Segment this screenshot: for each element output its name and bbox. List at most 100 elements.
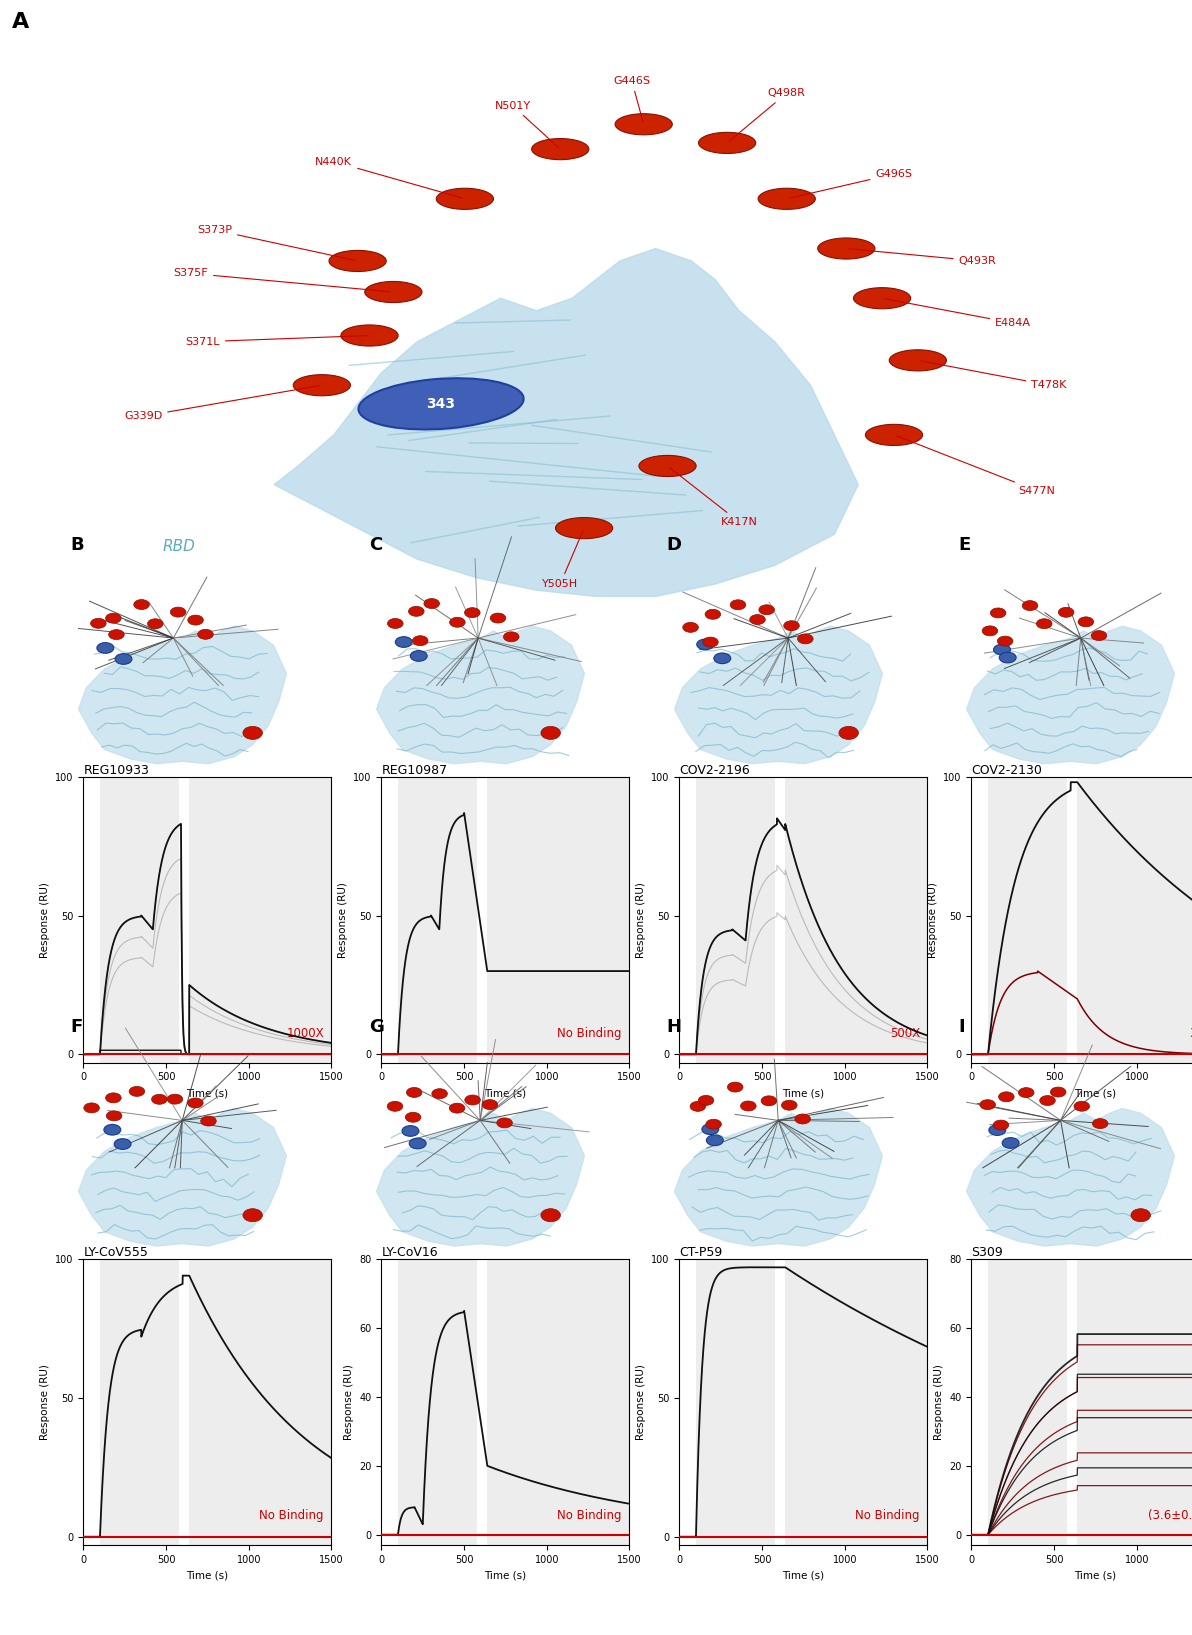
Y-axis label: Response (RU): Response (RU): [39, 881, 50, 958]
Y-axis label: Response (RU): Response (RU): [635, 881, 646, 958]
Ellipse shape: [993, 1120, 1008, 1130]
Ellipse shape: [1074, 1102, 1089, 1112]
Ellipse shape: [707, 1135, 724, 1146]
Text: No Binding: No Binding: [856, 1509, 920, 1522]
X-axis label: Time (s): Time (s): [186, 1570, 229, 1581]
Text: I: I: [958, 1019, 966, 1037]
Ellipse shape: [762, 1095, 777, 1105]
Text: Y505H: Y505H: [542, 531, 583, 589]
Ellipse shape: [151, 1094, 167, 1104]
Ellipse shape: [541, 726, 560, 739]
Ellipse shape: [999, 652, 1016, 662]
Ellipse shape: [387, 1102, 403, 1112]
Ellipse shape: [243, 1208, 262, 1221]
Ellipse shape: [106, 613, 122, 623]
Ellipse shape: [97, 643, 113, 654]
Text: C: C: [368, 536, 381, 554]
Ellipse shape: [104, 1125, 120, 1135]
Ellipse shape: [818, 239, 875, 258]
Ellipse shape: [497, 1118, 513, 1128]
Ellipse shape: [697, 639, 714, 649]
Text: E484A: E484A: [884, 299, 1031, 329]
Ellipse shape: [783, 621, 800, 631]
Text: D: D: [666, 536, 682, 554]
Ellipse shape: [409, 1138, 426, 1149]
X-axis label: Time (s): Time (s): [186, 1087, 229, 1099]
Ellipse shape: [1050, 1087, 1066, 1097]
Y-axis label: Response (RU): Response (RU): [343, 1364, 354, 1440]
Text: No Binding: No Binding: [260, 1509, 324, 1522]
Ellipse shape: [293, 374, 350, 396]
Text: S373P: S373P: [197, 226, 355, 260]
Ellipse shape: [106, 1110, 122, 1122]
Text: RBD: RBD: [162, 540, 195, 554]
Text: G446S: G446S: [613, 75, 651, 121]
Text: REG10987: REG10987: [381, 764, 447, 777]
Polygon shape: [79, 626, 286, 764]
Ellipse shape: [129, 1086, 144, 1097]
Y-axis label: Response (RU): Response (RU): [39, 1364, 50, 1440]
Ellipse shape: [424, 598, 440, 608]
Ellipse shape: [782, 1100, 797, 1110]
Text: REG10933: REG10933: [83, 764, 149, 777]
Ellipse shape: [702, 1123, 719, 1135]
Ellipse shape: [1091, 631, 1107, 641]
Text: A: A: [12, 13, 29, 33]
Ellipse shape: [704, 610, 721, 620]
Y-axis label: Response (RU): Response (RU): [337, 881, 348, 958]
Ellipse shape: [108, 629, 124, 639]
Ellipse shape: [341, 325, 398, 347]
Ellipse shape: [365, 281, 422, 302]
Ellipse shape: [839, 726, 858, 739]
X-axis label: Time (s): Time (s): [782, 1087, 825, 1099]
Ellipse shape: [989, 1125, 1006, 1135]
Ellipse shape: [167, 1094, 182, 1104]
Polygon shape: [79, 1109, 286, 1246]
Ellipse shape: [409, 607, 424, 616]
Ellipse shape: [982, 626, 998, 636]
Ellipse shape: [532, 139, 589, 160]
Ellipse shape: [1039, 1095, 1055, 1105]
Y-axis label: Response (RU): Response (RU): [927, 881, 938, 958]
Ellipse shape: [699, 132, 756, 154]
Text: 343: 343: [427, 397, 455, 410]
Ellipse shape: [727, 1082, 743, 1092]
Ellipse shape: [1023, 600, 1038, 610]
Ellipse shape: [555, 518, 613, 538]
Text: H: H: [666, 1019, 682, 1037]
Polygon shape: [377, 626, 584, 764]
Ellipse shape: [188, 615, 204, 625]
Polygon shape: [675, 1109, 882, 1246]
Text: Q498R: Q498R: [730, 88, 806, 141]
Bar: [786, 1259, 927, 1545]
Text: S309: S309: [971, 1246, 1004, 1259]
Ellipse shape: [412, 636, 428, 646]
Ellipse shape: [797, 634, 813, 644]
Ellipse shape: [449, 1104, 465, 1113]
Ellipse shape: [1092, 1118, 1109, 1128]
Ellipse shape: [759, 605, 775, 615]
Text: COV2-2130: COV2-2130: [971, 764, 1042, 777]
Polygon shape: [967, 626, 1174, 764]
Ellipse shape: [449, 618, 465, 628]
Ellipse shape: [432, 1089, 447, 1099]
Ellipse shape: [714, 652, 731, 664]
Polygon shape: [274, 249, 858, 597]
Text: 1000X: 1000X: [286, 1027, 324, 1040]
Ellipse shape: [490, 613, 505, 623]
X-axis label: Time (s): Time (s): [1074, 1087, 1117, 1099]
Bar: [488, 777, 629, 1063]
Ellipse shape: [503, 631, 519, 643]
X-axis label: Time (s): Time (s): [484, 1570, 527, 1581]
Ellipse shape: [114, 1138, 131, 1149]
Bar: [786, 777, 927, 1063]
Bar: [398, 1259, 477, 1545]
Bar: [988, 777, 1067, 1063]
Y-axis label: Response (RU): Response (RU): [933, 1364, 944, 1440]
Bar: [1078, 777, 1192, 1063]
Text: 32X: 32X: [1190, 1027, 1192, 1040]
Ellipse shape: [243, 726, 262, 739]
Ellipse shape: [482, 1100, 498, 1110]
Ellipse shape: [702, 638, 719, 647]
Ellipse shape: [795, 1113, 811, 1123]
